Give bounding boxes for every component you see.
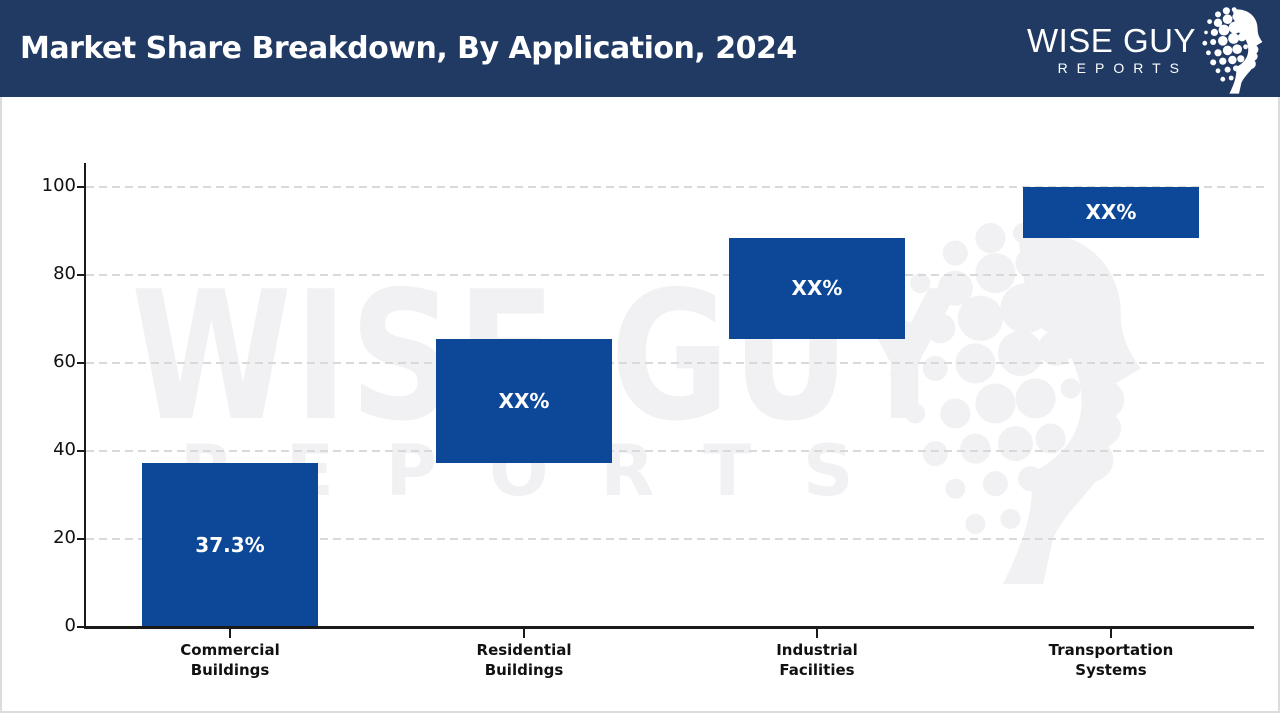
- x-tick-mark: [229, 629, 231, 638]
- x-category-label-line: Commercial: [180, 641, 280, 659]
- x-category-label-line: Buildings: [190, 661, 270, 679]
- y-tick-mark: [77, 450, 85, 452]
- y-tick-mark: [77, 186, 85, 188]
- x-tick-mark: [523, 629, 525, 638]
- logo-text-wiseguy: WISE GUY: [1026, 22, 1196, 59]
- y-tick-mark: [77, 362, 85, 364]
- bar-segment: XX%: [729, 237, 905, 339]
- y-tick-label: 20: [53, 527, 76, 548]
- x-category-label-line: Buildings: [484, 661, 564, 679]
- x-tick-mark: [816, 629, 818, 638]
- y-tick-mark: [77, 538, 85, 540]
- bar-value-label: XX%: [1085, 200, 1137, 225]
- x-category-label-line: Transportation: [1048, 641, 1174, 659]
- y-axis-line: [84, 163, 86, 629]
- bar-segment: XX%: [1023, 187, 1199, 238]
- x-category-label-line: Facilities: [779, 661, 855, 679]
- x-tick-mark: [1110, 629, 1112, 638]
- x-category-label: Residential Buildings: [414, 640, 634, 680]
- bar-value-label: XX%: [791, 276, 843, 301]
- header-bar: Market Share Breakdown, By Application, …: [0, 0, 1280, 97]
- bar-segment: 37.3%: [142, 462, 318, 627]
- bar-value-label: 37.3%: [195, 532, 265, 557]
- x-category-label: Transportation Systems: [1001, 640, 1221, 680]
- gridline: [86, 450, 1264, 452]
- y-tick-mark: [77, 626, 85, 628]
- x-axis-line: [84, 626, 1254, 629]
- x-category-label: Commercial Buildings: [120, 640, 340, 680]
- gridline: [86, 274, 1264, 276]
- bar-value-label: XX%: [498, 388, 550, 413]
- wiseguy-logo: WISE GUY REPORTS: [1016, 0, 1266, 97]
- logo-text-reports: REPORTS: [1057, 60, 1188, 76]
- body-frame: [0, 97, 1280, 713]
- y-tick-label: 40: [53, 439, 76, 460]
- wiseguy-head-icon: [1200, 6, 1266, 96]
- gridline: [86, 538, 1264, 540]
- y-tick-label: 80: [53, 263, 76, 284]
- x-category-label: Industrial Facilities: [707, 640, 927, 680]
- y-tick-label: 100: [41, 175, 76, 196]
- gridline: [86, 186, 1264, 188]
- chart-title: Market Share Breakdown, By Application, …: [20, 31, 797, 66]
- y-tick-label: 0: [64, 615, 76, 636]
- bar-segment: XX%: [436, 338, 612, 463]
- x-category-label-line: Systems: [1075, 661, 1147, 679]
- x-category-label-line: Industrial: [776, 641, 858, 659]
- y-tick-mark: [77, 274, 85, 276]
- x-category-label-line: Residential: [476, 641, 572, 659]
- gridline: [86, 362, 1264, 364]
- y-tick-label: 60: [53, 351, 76, 372]
